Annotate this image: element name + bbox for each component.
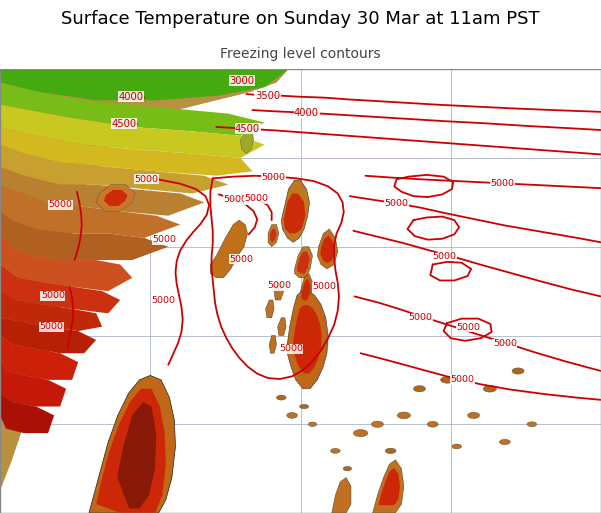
- Polygon shape: [240, 127, 254, 153]
- Text: 5000: 5000: [224, 195, 248, 204]
- Ellipse shape: [468, 412, 480, 419]
- Text: 5000: 5000: [493, 339, 517, 348]
- Polygon shape: [0, 127, 252, 176]
- Text: 4500: 4500: [235, 124, 260, 134]
- Polygon shape: [373, 460, 404, 513]
- Polygon shape: [270, 229, 276, 242]
- Polygon shape: [0, 69, 288, 101]
- Polygon shape: [378, 468, 400, 505]
- Text: 5000: 5000: [40, 322, 64, 331]
- Polygon shape: [210, 220, 248, 278]
- Polygon shape: [0, 291, 102, 331]
- Text: 5000: 5000: [457, 323, 481, 332]
- Polygon shape: [320, 235, 335, 263]
- Polygon shape: [96, 185, 135, 211]
- Text: 5000: 5000: [279, 344, 303, 353]
- Polygon shape: [274, 282, 284, 300]
- Ellipse shape: [276, 395, 286, 400]
- Ellipse shape: [413, 386, 426, 392]
- Polygon shape: [293, 305, 322, 373]
- Text: 3000: 3000: [230, 76, 255, 86]
- Text: 5000: 5000: [153, 235, 177, 244]
- Text: 5000: 5000: [151, 295, 175, 305]
- Polygon shape: [0, 336, 78, 380]
- Ellipse shape: [299, 404, 309, 409]
- Text: 5000: 5000: [313, 282, 337, 291]
- Polygon shape: [269, 336, 276, 353]
- Polygon shape: [0, 105, 264, 158]
- Polygon shape: [268, 225, 279, 247]
- Text: 4000: 4000: [118, 92, 144, 102]
- Polygon shape: [278, 318, 286, 336]
- Ellipse shape: [483, 385, 496, 392]
- Polygon shape: [297, 252, 310, 273]
- Polygon shape: [0, 393, 54, 433]
- Polygon shape: [266, 300, 274, 318]
- Ellipse shape: [308, 422, 317, 426]
- Polygon shape: [317, 229, 338, 269]
- Ellipse shape: [527, 422, 537, 427]
- Polygon shape: [0, 145, 228, 193]
- Ellipse shape: [353, 429, 368, 437]
- Text: 5000: 5000: [433, 252, 457, 261]
- Text: Freezing level contours: Freezing level contours: [220, 47, 381, 61]
- Polygon shape: [0, 167, 204, 215]
- Text: 5000: 5000: [230, 254, 254, 264]
- Text: 3500: 3500: [255, 91, 280, 101]
- Text: Surface Temperature on Sunday 30 Mar at 11am PST: Surface Temperature on Sunday 30 Mar at …: [61, 10, 540, 28]
- Ellipse shape: [371, 421, 383, 427]
- Polygon shape: [0, 318, 96, 353]
- Polygon shape: [294, 247, 313, 278]
- Text: 5000: 5000: [135, 175, 159, 184]
- Polygon shape: [301, 279, 311, 301]
- Ellipse shape: [427, 421, 438, 427]
- Polygon shape: [0, 265, 120, 313]
- Polygon shape: [0, 211, 168, 260]
- Polygon shape: [89, 376, 175, 513]
- Polygon shape: [281, 180, 310, 242]
- Polygon shape: [104, 190, 127, 206]
- Polygon shape: [0, 233, 132, 291]
- Polygon shape: [0, 358, 66, 406]
- Text: 5000: 5000: [41, 291, 65, 300]
- Polygon shape: [117, 402, 156, 508]
- Ellipse shape: [397, 412, 410, 419]
- Polygon shape: [0, 185, 180, 238]
- Ellipse shape: [343, 466, 352, 471]
- Text: 5000: 5000: [267, 281, 291, 290]
- Text: 4500: 4500: [111, 119, 136, 129]
- Ellipse shape: [452, 444, 462, 449]
- Text: 5000: 5000: [385, 199, 409, 208]
- Ellipse shape: [499, 439, 510, 445]
- Ellipse shape: [441, 377, 454, 383]
- Polygon shape: [299, 273, 313, 304]
- Text: 5000: 5000: [261, 172, 285, 182]
- Text: 5000: 5000: [451, 376, 475, 384]
- Ellipse shape: [385, 448, 396, 453]
- Text: 5000: 5000: [48, 200, 72, 209]
- Polygon shape: [0, 83, 264, 136]
- Polygon shape: [287, 291, 328, 389]
- Polygon shape: [284, 193, 305, 233]
- Ellipse shape: [287, 412, 297, 418]
- Ellipse shape: [512, 368, 524, 374]
- Text: 5000: 5000: [490, 179, 514, 188]
- Polygon shape: [0, 69, 288, 491]
- Text: 5000: 5000: [409, 313, 433, 322]
- Ellipse shape: [331, 448, 340, 453]
- Text: 5000: 5000: [244, 194, 268, 203]
- Text: 4000: 4000: [294, 108, 319, 118]
- Polygon shape: [332, 478, 351, 513]
- Polygon shape: [96, 389, 166, 513]
